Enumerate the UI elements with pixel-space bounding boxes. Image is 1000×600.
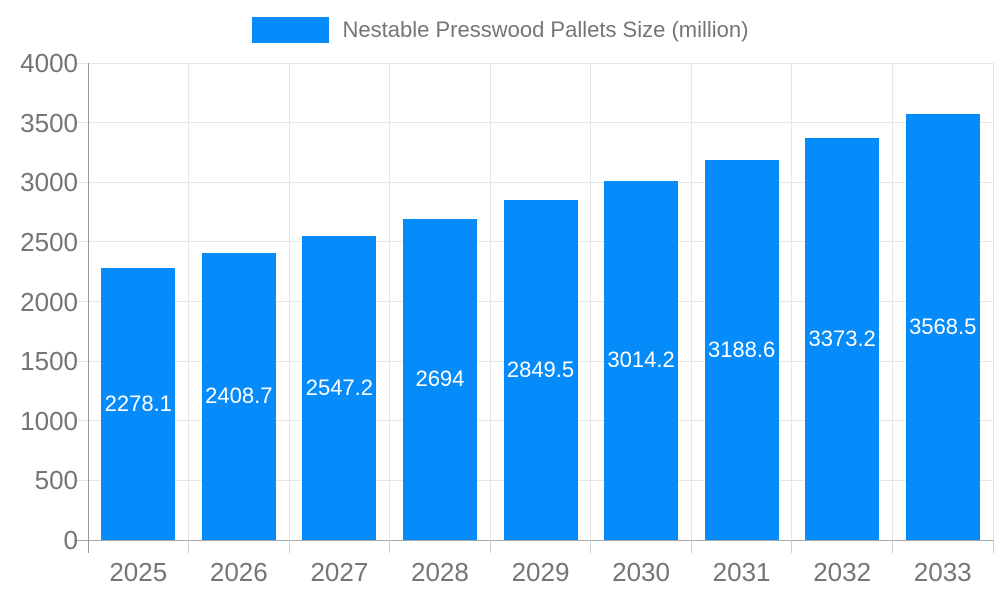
bar[interactable]: 2547.2 bbox=[302, 236, 377, 540]
y-tick-label: 2000 bbox=[20, 286, 78, 317]
x-axis-tick bbox=[288, 540, 290, 553]
gridline-vertical bbox=[489, 63, 491, 540]
y-axis-line bbox=[87, 63, 89, 540]
x-tick-label: 2027 bbox=[310, 557, 369, 587]
y-tick-label: 0 bbox=[63, 525, 78, 555]
bar-value-label: 3568.5 bbox=[909, 314, 977, 340]
x-axis-tick bbox=[389, 540, 391, 553]
y-tick-label: 4000 bbox=[20, 48, 78, 78]
bar-value-label: 3188.6 bbox=[707, 336, 776, 362]
x-tick-label: 2032 bbox=[813, 557, 872, 587]
legend-swatch bbox=[251, 17, 329, 43]
gridline-vertical bbox=[590, 63, 592, 540]
x-axis-tick bbox=[489, 540, 491, 553]
bar[interactable]: 3373.2 bbox=[805, 137, 880, 540]
x-tick-label: 2030 bbox=[612, 557, 670, 587]
bar[interactable]: 3568.5 bbox=[905, 114, 980, 540]
bar-value-label: 2408.7 bbox=[205, 383, 273, 409]
x-tick-label: 2028 bbox=[411, 557, 469, 587]
y-tick-label: 2500 bbox=[20, 226, 78, 257]
x-axis-line bbox=[76, 539, 993, 541]
bar-value-label: 2278.1 bbox=[104, 391, 172, 417]
bar[interactable]: 2408.7 bbox=[201, 252, 276, 540]
bar-value-label: 2547.2 bbox=[305, 375, 374, 401]
y-tick-label: 1500 bbox=[20, 346, 78, 377]
gridline-vertical bbox=[690, 63, 692, 540]
x-axis-tick bbox=[188, 540, 190, 553]
bar[interactable]: 3014.2 bbox=[604, 180, 679, 540]
bar[interactable]: 2278.1 bbox=[101, 268, 176, 540]
y-tick-label: 3500 bbox=[20, 107, 78, 138]
bar[interactable]: 3188.6 bbox=[704, 159, 779, 540]
gridline-vertical bbox=[791, 63, 793, 540]
gridline-horizontal bbox=[76, 62, 993, 64]
x-axis-tick bbox=[992, 540, 994, 553]
y-tick-label: 500 bbox=[34, 465, 78, 496]
y-tick-label: 3000 bbox=[20, 167, 78, 198]
y-tick-label: 1000 bbox=[20, 405, 78, 436]
legend-label: Nestable Presswood Pallets Size (million… bbox=[342, 17, 749, 42]
bar-value-label: 3373.2 bbox=[808, 325, 876, 351]
legend[interactable]: Nestable Presswood Pallets Size (million… bbox=[0, 13, 1000, 47]
plot-area: 2278.1 2408.7 2547.2 2694 2849.5 3014.2 3188.6… bbox=[76, 62, 994, 553]
x-axis-tick bbox=[891, 540, 893, 553]
gridline-horizontal bbox=[76, 122, 993, 124]
x-tick-label: 2031 bbox=[712, 557, 771, 587]
x-axis-tick bbox=[590, 540, 592, 553]
x-tick-label: 2025 bbox=[109, 557, 168, 587]
bar-value-label: 2849.5 bbox=[506, 357, 575, 383]
gridline-vertical bbox=[891, 63, 893, 540]
gridline-vertical bbox=[389, 63, 391, 540]
bar[interactable]: 2849.5 bbox=[503, 200, 578, 540]
gridline-vertical bbox=[288, 63, 290, 540]
x-tick-label: 2026 bbox=[209, 557, 268, 587]
x-tick-label: 2033 bbox=[913, 557, 972, 587]
bar-value-label: 2694 bbox=[415, 366, 465, 392]
gridline-vertical bbox=[992, 63, 994, 540]
x-axis-tick bbox=[690, 540, 692, 553]
gridline-horizontal bbox=[76, 181, 993, 183]
bar[interactable]: 2694 bbox=[402, 218, 477, 540]
bar-value-label: 3014.2 bbox=[607, 347, 675, 373]
x-tick-label: 2029 bbox=[511, 557, 570, 587]
gridline-vertical bbox=[188, 63, 190, 540]
x-axis-tick bbox=[87, 540, 89, 553]
x-axis-tick bbox=[791, 540, 793, 553]
